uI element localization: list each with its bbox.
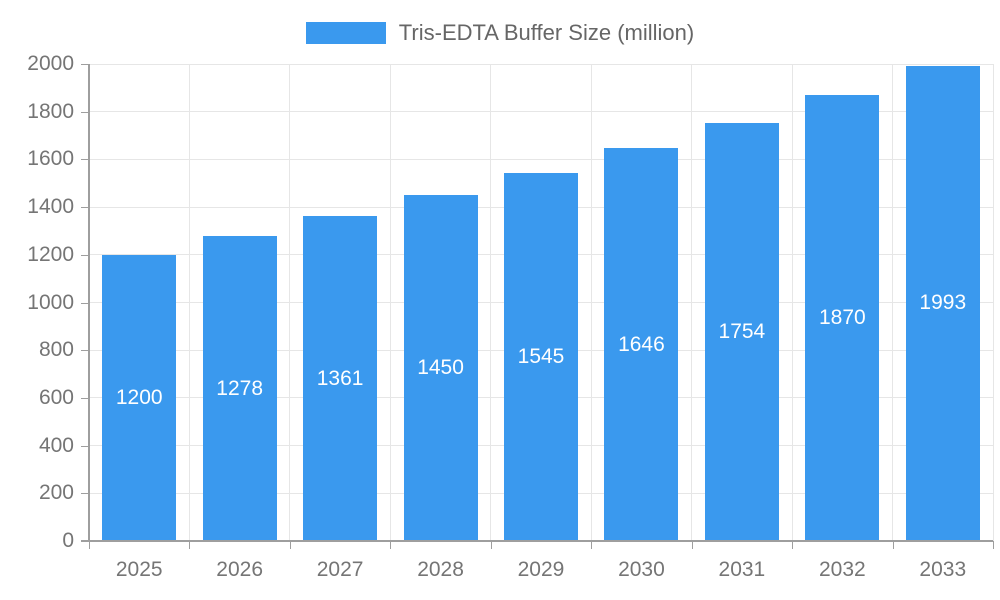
y-axis-tick (81, 207, 89, 209)
y-tick-label: 1800 (27, 99, 74, 123)
bar[interactable]: 1361 (303, 216, 378, 541)
y-axis-tick (81, 159, 89, 161)
v-gridline (992, 64, 994, 541)
bar[interactable]: 1754 (704, 122, 779, 541)
bar[interactable]: 1646 (604, 148, 679, 541)
x-axis-tick (792, 541, 794, 549)
v-gridline (590, 64, 592, 541)
bar-value-label: 1278 (216, 376, 264, 400)
y-axis-tick (81, 254, 89, 256)
y-axis-line (88, 64, 90, 541)
h-gridline (89, 111, 993, 113)
x-axis-tick (993, 541, 994, 549)
h-gridline (89, 63, 993, 65)
y-axis-tick (81, 64, 89, 65)
y-tick-label: 1200 (27, 242, 74, 266)
x-tick-label: 2025 (115, 558, 163, 581)
y-tick-label: 200 (38, 481, 74, 505)
x-axis-tick (892, 541, 894, 549)
bar-value-label: 1754 (718, 319, 766, 343)
bar[interactable]: 1450 (403, 195, 478, 541)
y-tick-label: 1000 (27, 290, 74, 314)
y-tick-label: 400 (38, 433, 74, 457)
x-axis-line (81, 540, 993, 542)
x-tick-label: 2033 (919, 558, 967, 581)
x-axis-tick (390, 541, 392, 549)
y-tick-label: 0 (62, 529, 74, 552)
v-gridline (188, 64, 190, 541)
v-gridline (691, 64, 693, 541)
y-tick-label: 600 (38, 385, 74, 409)
x-tick-label: 2029 (517, 558, 565, 581)
legend-label: Tris-EDTA Buffer Size (million) (398, 20, 695, 45)
h-gridline (89, 158, 993, 160)
x-axis-tick (490, 541, 492, 549)
y-axis-tick (81, 111, 89, 113)
y-axis-tick (81, 397, 89, 399)
x-tick-label: 2030 (618, 558, 665, 581)
x-tick-label: 2032 (818, 558, 866, 581)
x-axis-tick (289, 541, 291, 549)
x-axis-tick (591, 541, 593, 549)
x-tick-label: 2027 (316, 558, 364, 581)
plot-area: 1200 1278 1361 1450 1545 1646 1754 1870 1993 (89, 63, 994, 541)
y-tick-label: 1600 (27, 147, 74, 171)
x-tick-label: 2028 (417, 558, 464, 581)
y-axis-tick (81, 493, 89, 495)
v-gridline (289, 64, 291, 541)
y-axis-tick (81, 445, 89, 447)
bar[interactable]: 1200 (102, 254, 177, 541)
y-axis-tick (81, 350, 89, 352)
bar-value-label: 1450 (417, 356, 464, 380)
x-tick-label: 2026 (216, 558, 264, 581)
bar-value-label: 1646 (618, 332, 665, 356)
y-axis-tick (81, 302, 89, 304)
x-axis-tick (691, 541, 693, 549)
v-gridline (791, 64, 793, 541)
bar-value-label: 1993 (919, 291, 967, 315)
y-tick-label: 1400 (27, 195, 74, 219)
x-axis-tick (89, 541, 90, 549)
bar[interactable]: 1870 (805, 95, 880, 541)
bar-value-label: 1361 (316, 366, 364, 390)
v-gridline (892, 64, 894, 541)
x-tick-label: 2031 (718, 558, 766, 581)
bar[interactable]: 1993 (905, 65, 980, 541)
y-tick-label: 800 (38, 338, 74, 362)
legend-swatch (305, 22, 386, 44)
bar-value-label: 1870 (818, 306, 866, 329)
x-axis-tick (189, 541, 191, 549)
v-gridline (389, 64, 391, 541)
y-tick-label: 2000 (27, 52, 74, 75)
bar-value-label: 1545 (517, 344, 565, 368)
v-gridline (490, 64, 492, 541)
bar[interactable]: 1545 (504, 172, 578, 541)
bar-value-label: 1200 (115, 385, 163, 409)
legend[interactable]: Tris-EDTA Buffer Size (million) (0, 20, 1000, 46)
bar[interactable]: 1278 (202, 236, 277, 541)
